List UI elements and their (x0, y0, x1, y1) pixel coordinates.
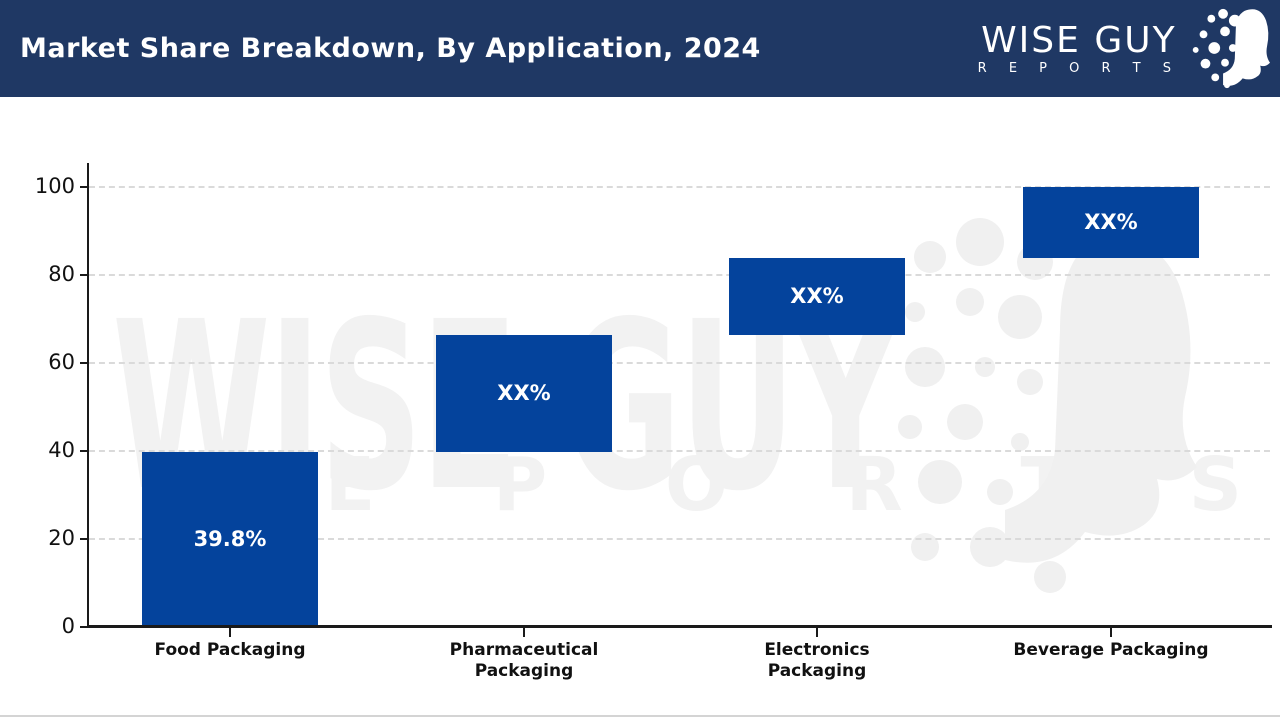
wiseguy-logo: WISE GUY R E P O R T S (978, 5, 1270, 93)
y-tick-label-0: 0 (61, 614, 75, 638)
gridline-80 (89, 274, 1270, 276)
wiseguy-head-icon (1192, 8, 1270, 88)
wiseguy-logo-text: WISE GUY R E P O R T S (977, 19, 1180, 76)
bar-food-packaging: 39.8% (142, 451, 318, 627)
y-axis-tick-40 (80, 450, 89, 452)
y-tick-label-80: 80 (48, 262, 75, 286)
bar-value-label: XX% (497, 381, 551, 406)
y-tick-label-20: 20 (48, 526, 75, 550)
gridline-100 (89, 186, 1270, 188)
bar-value-label: XX% (1084, 210, 1138, 235)
x-axis-tick-3 (1110, 628, 1112, 637)
bar-value-label: XX% (790, 284, 844, 309)
y-axis-line (87, 163, 89, 628)
gridline-60 (89, 362, 1270, 364)
category-label-electronics-packaging: Electronics Packaging (764, 640, 870, 681)
y-axis-tick-20 (80, 538, 89, 540)
y-tick-label-100: 100 (34, 174, 75, 198)
category-label-pharmaceutical-packaging: Pharmaceutical Packaging (449, 640, 599, 681)
x-axis-line (87, 625, 1272, 628)
gridline-20 (89, 538, 1270, 540)
bar-value-label: 39.8% (193, 527, 267, 552)
y-tick-label-60: 60 (48, 350, 75, 374)
bar-pharmaceutical-packaging: XX% (436, 334, 612, 452)
report-header: Market Share Breakdown, By Application, … (0, 0, 1280, 97)
y-axis-tick-100 (80, 186, 89, 188)
y-axis-tick-80 (80, 274, 89, 276)
x-axis-tick-0 (229, 628, 231, 637)
watermark-head-icon (898, 218, 1197, 593)
category-label-food-packaging: Food Packaging (154, 640, 306, 660)
y-tick-label-40: 40 (48, 438, 75, 462)
y-axis-tick-60 (80, 362, 89, 364)
gridline-40 (89, 450, 1270, 452)
logo-wordmark: WISE GUY (981, 19, 1177, 61)
x-axis-tick-2 (816, 628, 818, 637)
chart-title: Market Share Breakdown, By Application, … (20, 33, 761, 64)
x-axis-tick-1 (523, 628, 525, 637)
category-label-beverage-packaging: Beverage Packaging (1013, 640, 1209, 660)
y-axis-tick-0 (80, 626, 89, 628)
bar-beverage-packaging: XX% (1023, 187, 1199, 258)
bottom-divider (0, 715, 1280, 717)
logo-reports-text: R E P O R T S (977, 60, 1180, 76)
bar-electronics-packaging: XX% (729, 257, 905, 335)
